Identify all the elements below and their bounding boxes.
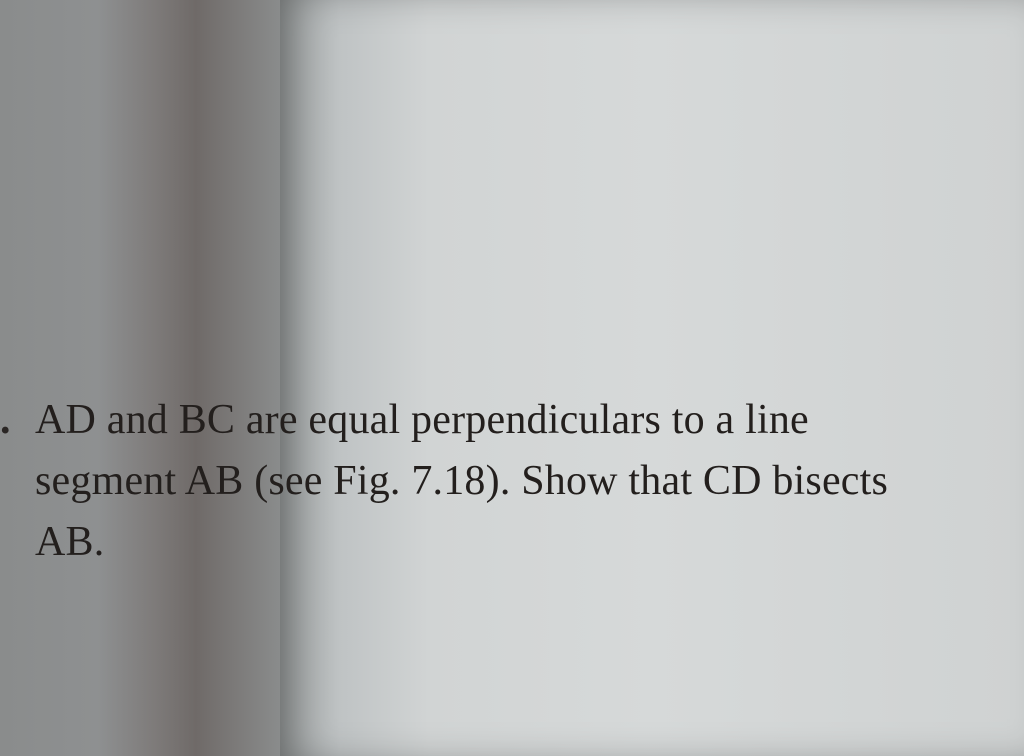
book-spine-shadow	[0, 0, 280, 756]
problem-text: AD and BC are equal perpendiculars to a …	[35, 390, 1005, 573]
line-2: segment AB (see Fig. 7.18). Show that CD…	[35, 458, 888, 504]
problem-block: . AD and BC are equal perpendiculars to …	[5, 390, 1024, 573]
page-photo: . AD and BC are equal perpendiculars to …	[0, 0, 1024, 756]
line-1: AD and BC are equal perpendiculars to a …	[35, 397, 809, 443]
book-page	[280, 0, 1024, 756]
line-3: AB.	[35, 519, 104, 565]
list-marker: .	[0, 390, 11, 451]
